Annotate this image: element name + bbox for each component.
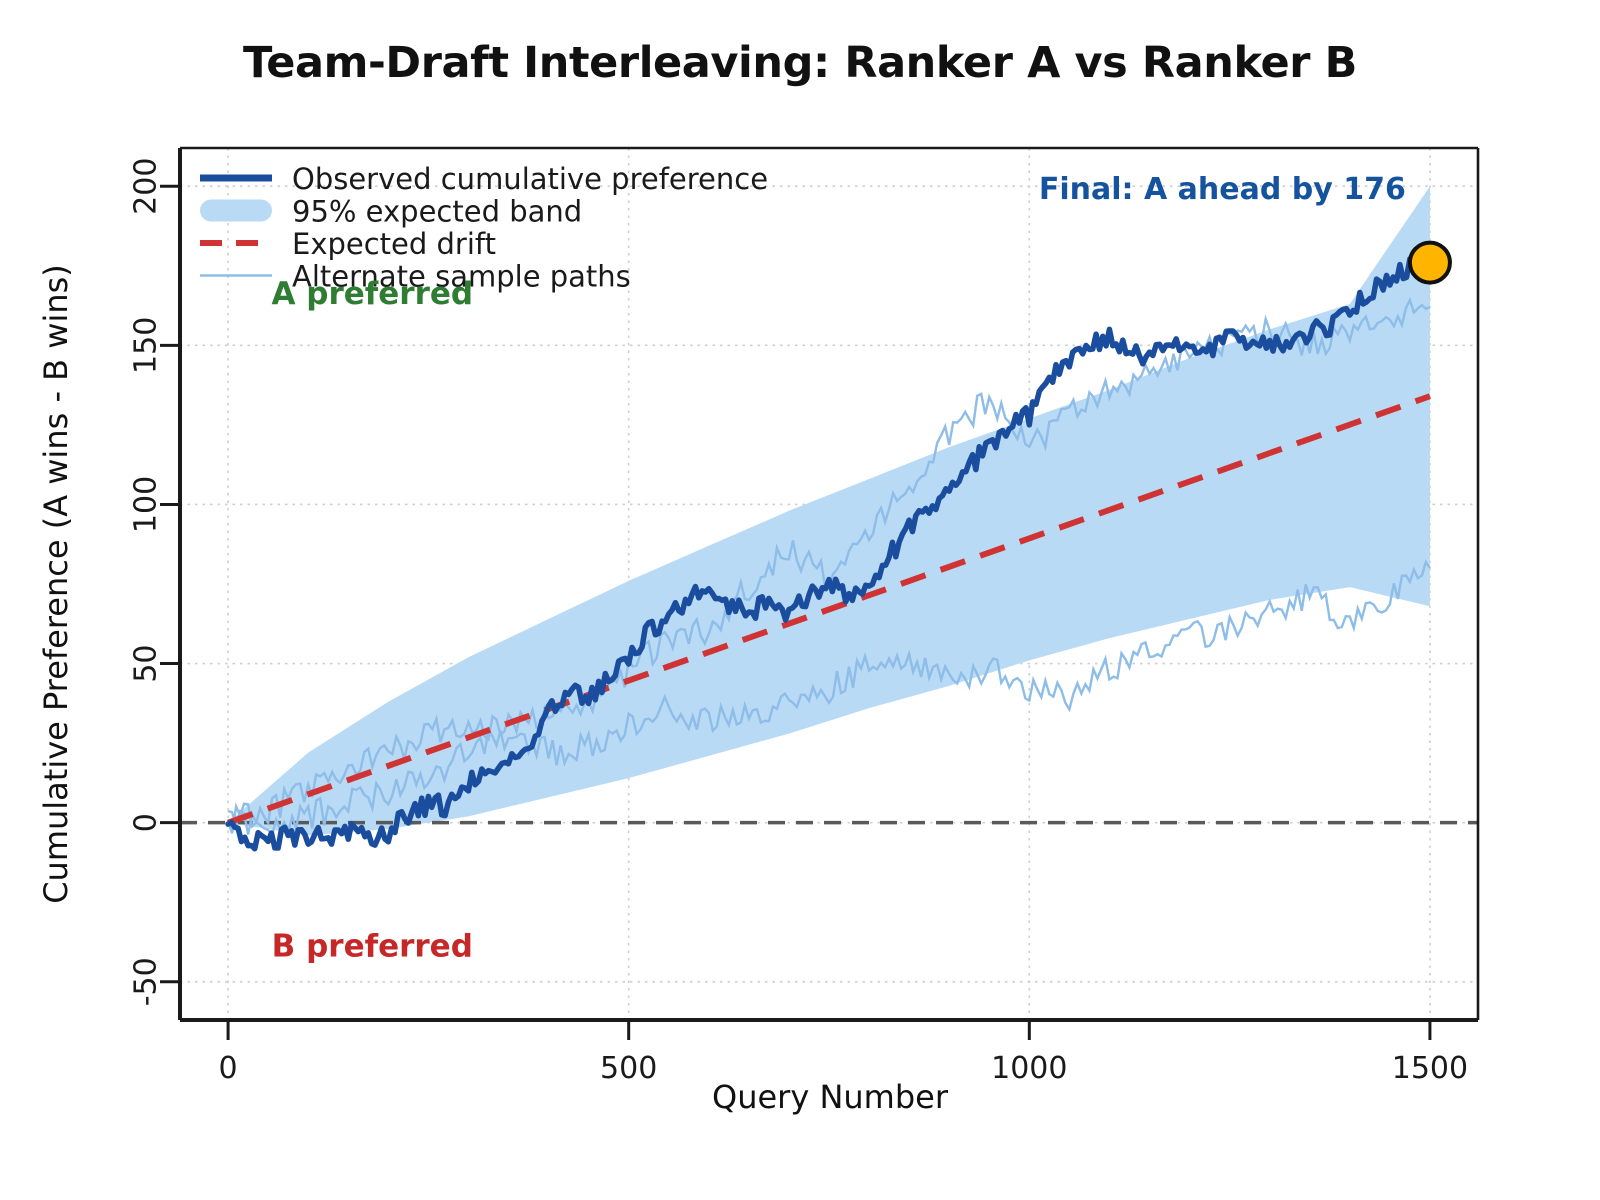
legend-swatch-band bbox=[200, 199, 272, 222]
legend-label: 95% expected band bbox=[292, 195, 582, 229]
final-value-marker[interactable] bbox=[1407, 240, 1452, 285]
annotation-b-preferred: B preferred bbox=[272, 928, 473, 964]
axis-spines bbox=[178, 146, 1480, 1022]
y-tick-label: 200 bbox=[129, 158, 164, 215]
x-axis-label: Query Number bbox=[712, 1078, 948, 1116]
legend-label: Expected drift bbox=[292, 227, 496, 261]
legend-label: Alternate sample paths bbox=[292, 260, 631, 294]
x-axis-tick-labels: 0 500 1000 1500 bbox=[219, 1051, 1469, 1086]
y-tick-label: 150 bbox=[129, 317, 164, 374]
expected-band bbox=[228, 186, 1430, 836]
y-tick-label: -50 bbox=[129, 957, 164, 1006]
observed-cumulative-path bbox=[225, 251, 1433, 852]
x-tick-label: 1500 bbox=[1392, 1051, 1468, 1086]
alternate-sample-path-2 bbox=[227, 559, 1431, 838]
y-tick-label: 100 bbox=[129, 476, 164, 533]
legend-label: Observed cumulative preference bbox=[292, 162, 768, 196]
y-tick-label: 0 bbox=[129, 813, 164, 832]
x-tick-label: 1000 bbox=[991, 1051, 1067, 1086]
annotation-a-preferred: A preferred bbox=[271, 276, 473, 312]
expected-drift-line bbox=[227, 393, 1431, 826]
x-tick-label: 500 bbox=[600, 1051, 657, 1086]
y-axis-ticks bbox=[160, 184, 180, 984]
annotation-final-callout: Final: A ahead by 176 bbox=[1039, 172, 1406, 207]
x-axis-ticks bbox=[226, 1020, 1432, 1040]
y-axis-tick-labels: -50 0 50 100 150 200 bbox=[129, 158, 164, 1007]
page-title: Team-Draft Interleaving: Ranker A vs Ran… bbox=[242, 38, 1358, 88]
y-tick-label: 50 bbox=[129, 644, 164, 682]
annotations: A preferred B preferred Final: A ahead by … bbox=[271, 172, 1405, 964]
x-tick-label: 0 bbox=[219, 1051, 238, 1086]
